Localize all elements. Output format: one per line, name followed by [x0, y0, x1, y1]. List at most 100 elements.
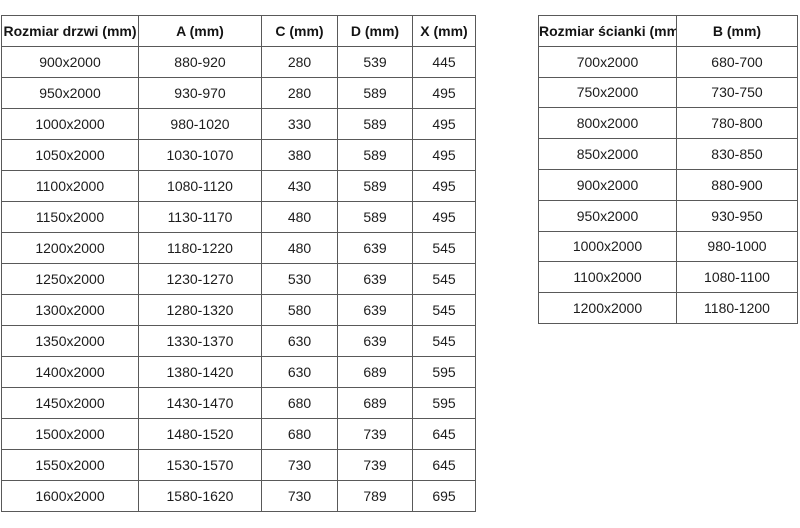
table-cell: 695: [412, 480, 476, 512]
table-cell: 739: [337, 418, 413, 450]
table-cell: 645: [412, 449, 476, 481]
table-row: 900x2000 880-920 280 539 445: [1, 46, 476, 78]
table-cell: 980-1020: [138, 108, 262, 140]
table-cell: 1030-1070: [138, 139, 262, 171]
table-cell: 1380-1420: [138, 356, 262, 388]
table-cell: 900x2000: [538, 168, 677, 201]
wall-size-table: Rozmiar ścianki (mm) B (mm) 700x2000 680-7…: [538, 15, 798, 324]
table-cell: 480: [261, 232, 338, 264]
table-cell: 950x2000: [1, 77, 139, 109]
table-cell: 1500x2000: [1, 418, 139, 450]
table-cell: 580: [261, 294, 338, 326]
column-header: X (mm): [412, 15, 476, 47]
table-cell: 1430-1470: [138, 387, 262, 419]
table-cell: 589: [337, 108, 413, 140]
column-header: D (mm): [337, 15, 413, 47]
table-cell: 730: [261, 449, 338, 481]
table-cell: 900x2000: [1, 46, 139, 78]
table-cell: 800x2000: [538, 107, 677, 140]
column-header: C (mm): [261, 15, 338, 47]
table-row: 1400x2000 1380-1420 630 689 595: [1, 356, 476, 388]
door-size-table: Rozmiar drzwi (mm) A (mm) C (mm) D (mm) X (m…: [1, 15, 476, 512]
table-row: 1200x2000 1180-1200: [538, 292, 798, 324]
table-cell: 1250x2000: [1, 263, 139, 295]
table-cell: 1150x2000: [1, 201, 139, 233]
door-size-table-header-row: Rozmiar drzwi (mm) A (mm) C (mm) D (mm) X (m…: [1, 15, 476, 47]
table-cell: 430: [261, 170, 338, 202]
table-row: 1300x2000 1280-1320 580 639 545: [1, 294, 476, 326]
table-cell: 850x2000: [538, 138, 677, 170]
table-cell: 545: [412, 325, 476, 357]
column-header: Rozmiar drzwi (mm): [1, 15, 139, 47]
table-cell: 680: [261, 387, 338, 419]
table-cell: 880-920: [138, 46, 262, 78]
table-row: 1000x2000 980-1000: [538, 230, 798, 263]
table-cell: 380: [261, 139, 338, 171]
table-row: 1000x2000 980-1020 330 589 495: [1, 108, 476, 140]
column-header: A (mm): [138, 15, 262, 47]
table-cell: 595: [412, 356, 476, 388]
table-cell: 630: [261, 325, 338, 357]
table-cell: 950x2000: [538, 199, 677, 232]
table-cell: 495: [412, 201, 476, 233]
table-cell: 739: [337, 449, 413, 481]
table-row: 1600x2000 1580-1620 730 789 695: [1, 480, 476, 512]
table-row: 1500x2000 1480-1520 680 739 645: [1, 418, 476, 450]
table-cell: 545: [412, 263, 476, 295]
table-cell: 330: [261, 108, 338, 140]
table-cell: 1080-1120: [138, 170, 262, 202]
table-row: 900x2000 880-900: [538, 168, 798, 201]
table-cell: 1600x2000: [1, 480, 139, 512]
table-row: 1150x2000 1130-1170 480 589 495: [1, 201, 476, 233]
table-cell: 639: [337, 263, 413, 295]
table-row: 700x2000 680-700: [538, 45, 798, 78]
table-cell: 1000x2000: [1, 108, 139, 140]
table-cell: 630: [261, 356, 338, 388]
table-cell: 880-900: [676, 168, 798, 201]
table-cell: 1230-1270: [138, 263, 262, 295]
table-row: 950x2000 930-970 280 589 495: [1, 77, 476, 109]
table-cell: 1330-1370: [138, 325, 262, 357]
table-cell: 689: [337, 387, 413, 419]
table-cell: 280: [261, 46, 338, 78]
table-cell: 730: [261, 480, 338, 512]
table-cell: 589: [337, 170, 413, 202]
table-cell: 645: [412, 418, 476, 450]
table-row: 1250x2000 1230-1270 530 639 545: [1, 263, 476, 295]
table-cell: 1280-1320: [138, 294, 262, 326]
table-cell: 445: [412, 46, 476, 78]
table-row: 1100x2000 1080-1120 430 589 495: [1, 170, 476, 202]
table-cell: 689: [337, 356, 413, 388]
table-cell: 495: [412, 108, 476, 140]
table-cell: 1450x2000: [1, 387, 139, 419]
table-cell: 1530-1570: [138, 449, 262, 481]
table-cell: 1100x2000: [1, 170, 139, 202]
table-cell: 750x2000: [538, 76, 677, 109]
table-cell: 495: [412, 139, 476, 171]
table-cell: 730-750: [676, 76, 798, 109]
wall-size-table-header-row: Rozmiar ścianki (mm) B (mm): [538, 15, 798, 47]
table-cell: 1180-1200: [676, 292, 798, 324]
table-row: 750x2000 730-750: [538, 76, 798, 109]
table-cell: 1580-1620: [138, 480, 262, 512]
table-cell: 1100x2000: [538, 261, 677, 294]
table-cell: 639: [337, 232, 413, 264]
table-cell: 1200x2000: [538, 292, 677, 324]
table-cell: 680: [261, 418, 338, 450]
table-cell: 1550x2000: [1, 449, 139, 481]
table-cell: 595: [412, 387, 476, 419]
table-cell: 1400x2000: [1, 356, 139, 388]
table-cell: 1200x2000: [1, 232, 139, 264]
table-cell: 530: [261, 263, 338, 295]
table-row: 1200x2000 1180-1220 480 639 545: [1, 232, 476, 264]
table-cell: 1000x2000: [538, 230, 677, 263]
table-cell: 495: [412, 77, 476, 109]
table-row: 950x2000 930-950: [538, 199, 798, 232]
table-cell: 789: [337, 480, 413, 512]
table-row: 850x2000 830-850: [538, 138, 798, 170]
table-cell: 280: [261, 77, 338, 109]
table-cell: 589: [337, 77, 413, 109]
table-cell: 1130-1170: [138, 201, 262, 233]
table-cell: 780-800: [676, 107, 798, 140]
table-cell: 480: [261, 201, 338, 233]
